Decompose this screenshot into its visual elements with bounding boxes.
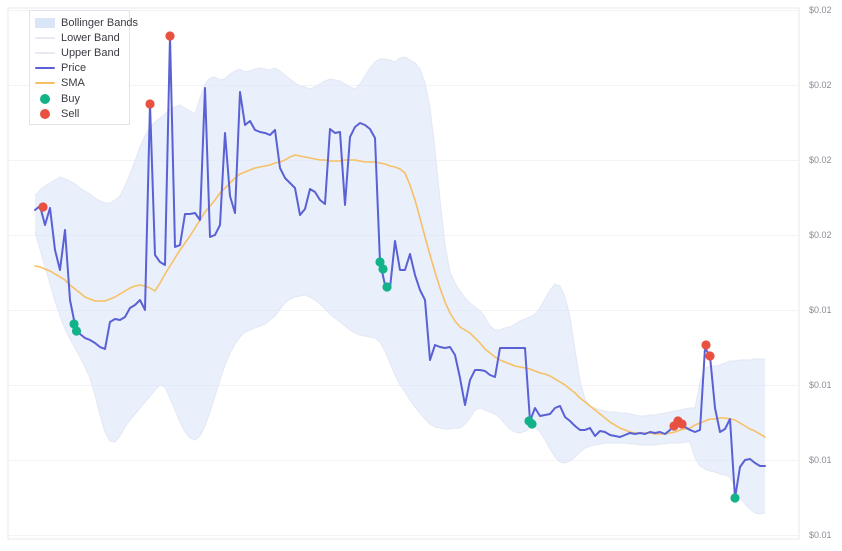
y-tick-label: $0.01 (809, 530, 832, 541)
chart-legend: Bollinger Bands Lower Band Upper Band Price… (29, 10, 138, 126)
buy-marker (730, 493, 740, 503)
legend-label: Upper Band (61, 46, 120, 59)
buy-marker (378, 264, 388, 274)
legend-dot-icon (34, 93, 56, 105)
y-tick-label: $0.02 (809, 230, 832, 241)
y-tick-label: $0.01 (809, 455, 832, 466)
upper-band-line (34, 56, 765, 417)
sell-marker (38, 202, 48, 212)
sell-marker (705, 351, 715, 361)
y-tick-label: $0.02 (809, 80, 832, 91)
sell-marker (701, 340, 711, 350)
buy-marker (375, 257, 385, 267)
legend-label: SMA (61, 77, 85, 90)
legend-item-sma[interactable]: SMA (30, 76, 129, 91)
sell-marker (165, 31, 175, 41)
legend-item-sell[interactable]: Sell (30, 106, 129, 121)
sell-marker (677, 419, 687, 429)
buy-marker (69, 319, 79, 329)
buy-marker (527, 419, 537, 429)
legend-line-icon (34, 77, 56, 89)
legend-label: Sell (61, 107, 80, 120)
legend-line-icon (34, 32, 56, 44)
legend-label: Bollinger Bands (61, 16, 139, 29)
sell-marker (145, 99, 155, 109)
legend-item-buy[interactable]: Buy (30, 91, 129, 106)
legend-patch-icon (34, 17, 56, 29)
lower-band-line (34, 231, 766, 515)
legend-item-lower-band[interactable]: Lower Band (30, 30, 129, 45)
legend-item-bollinger-bands[interactable]: Bollinger Bands (30, 15, 138, 30)
legend-label: Price (61, 62, 87, 75)
legend-line-icon (34, 47, 56, 59)
price-line (34, 34, 766, 499)
legend-item-upper-band[interactable]: Upper Band (30, 45, 129, 60)
y-tick-label: $0.01 (809, 305, 832, 316)
legend-item-price[interactable]: Price (30, 61, 129, 76)
y-tick-label: $0.02 (809, 5, 832, 16)
buy-marker (382, 282, 392, 292)
legend-dot-icon (34, 108, 56, 120)
legend-line-icon (34, 62, 56, 74)
legend-label: Lower Band (61, 31, 120, 44)
buy-marker (71, 326, 82, 336)
y-tick-label: $0.02 (809, 155, 832, 166)
y-tick-label: $0.01 (809, 380, 832, 391)
legend-label: Buy (61, 92, 80, 105)
